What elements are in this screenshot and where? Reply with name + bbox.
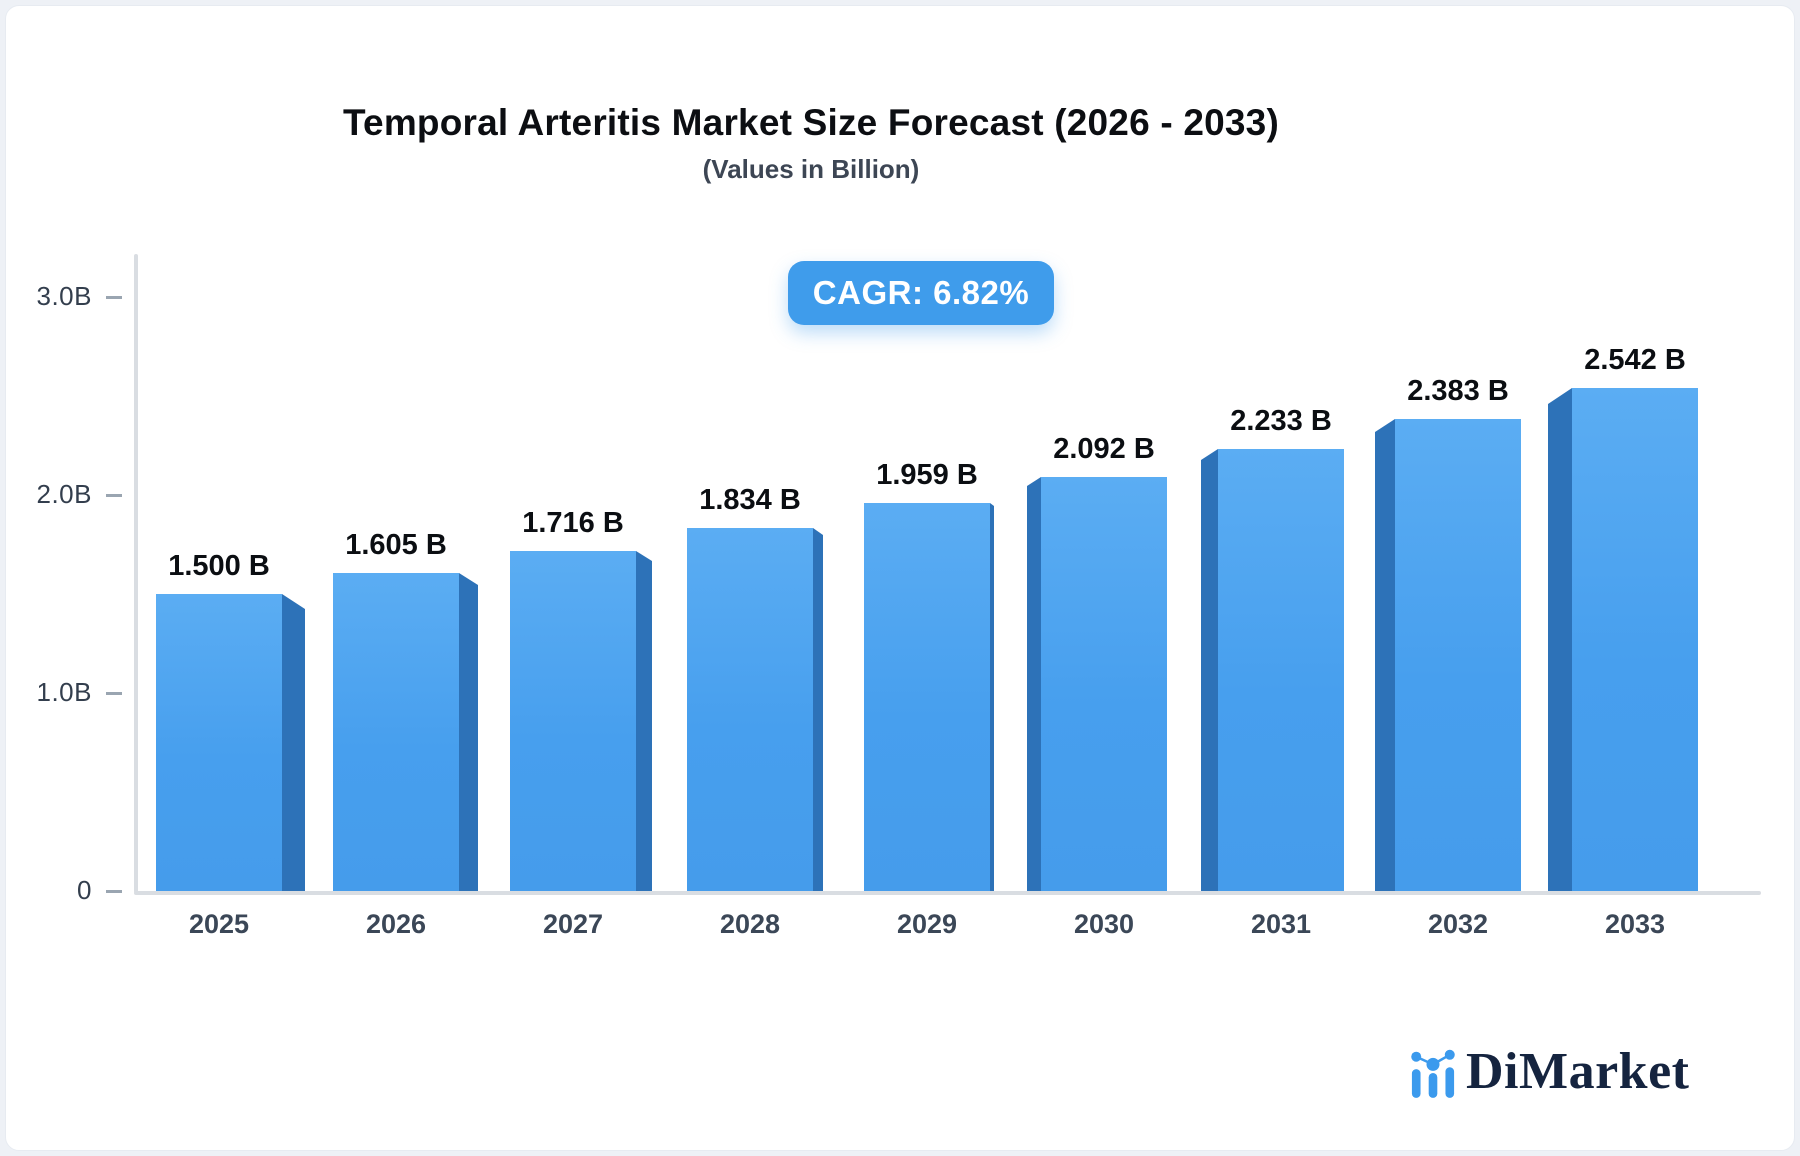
bar-2030 bbox=[1041, 477, 1167, 891]
brand-name: DiMarket bbox=[1466, 1043, 1690, 1100]
y-tick-label: 0 bbox=[77, 875, 92, 905]
x-category-label: 2031 bbox=[1250, 909, 1312, 939]
chart-card: Temporal Arteritis Market Size Forecast … bbox=[5, 5, 1795, 1151]
bar-2031 bbox=[1218, 449, 1344, 891]
bar-value-label: 1.605 B bbox=[345, 529, 447, 561]
chart-title: Temporal Arteritis Market Size Forecast … bbox=[343, 102, 1279, 143]
y-tick-mark bbox=[106, 494, 122, 497]
bar-side-2033 bbox=[1548, 388, 1572, 891]
bar-value-label: 1.834 B bbox=[699, 484, 801, 516]
x-category-label: 2030 bbox=[1073, 909, 1135, 939]
bar-2029 bbox=[864, 503, 990, 891]
bar-side-2027 bbox=[636, 551, 652, 891]
x-category-label: 2025 bbox=[188, 909, 250, 939]
bar-side-2028 bbox=[813, 528, 823, 891]
bar-side-2031 bbox=[1201, 449, 1218, 891]
bar-side-2030 bbox=[1027, 477, 1041, 891]
bar-2026 bbox=[333, 573, 459, 891]
bar-value-label: 1.959 B bbox=[876, 459, 978, 491]
x-axis-line bbox=[134, 891, 1761, 895]
bar-value-label: 1.500 B bbox=[168, 550, 270, 582]
x-category-label: 2028 bbox=[719, 909, 781, 939]
bar-2032 bbox=[1395, 419, 1521, 891]
brand-logo: DiMarket bbox=[1410, 1046, 1689, 1098]
bar-value-label: 2.092 B bbox=[1053, 433, 1155, 465]
x-category-label: 2026 bbox=[365, 909, 427, 939]
x-category-label: 2033 bbox=[1604, 909, 1666, 939]
y-tick-mark bbox=[106, 692, 122, 695]
bar-value-label: 2.542 B bbox=[1584, 344, 1686, 376]
bar-value-label: 2.233 B bbox=[1230, 405, 1332, 437]
cagr-badge: CAGR: 6.82% bbox=[788, 261, 1054, 325]
y-tick-label: 1.0B bbox=[36, 677, 92, 707]
bar-side-2029 bbox=[990, 503, 994, 891]
bar-value-label: 2.383 B bbox=[1407, 375, 1509, 407]
y-tick-mark bbox=[106, 890, 122, 893]
bar-side-2026 bbox=[459, 573, 478, 891]
y-tick-label: 3.0B bbox=[36, 281, 92, 311]
bar-value-label: 1.716 B bbox=[522, 507, 624, 539]
bar-2033 bbox=[1572, 388, 1698, 891]
y-axis-line bbox=[134, 254, 138, 893]
bar-2025 bbox=[156, 594, 282, 891]
bar-side-2025 bbox=[282, 594, 305, 891]
bar-side-2032 bbox=[1375, 419, 1395, 891]
x-category-label: 2027 bbox=[542, 909, 604, 939]
y-tick-label: 2.0B bbox=[36, 479, 92, 509]
bar-2027 bbox=[510, 551, 636, 891]
bar-2028 bbox=[687, 528, 813, 891]
x-category-label: 2029 bbox=[896, 909, 958, 939]
chart-subtitle: (Values in Billion) bbox=[702, 154, 920, 184]
dimarket-logo-icon bbox=[1411, 1049, 1455, 1098]
y-tick-mark bbox=[106, 296, 122, 299]
x-category-label: 2032 bbox=[1427, 909, 1489, 939]
